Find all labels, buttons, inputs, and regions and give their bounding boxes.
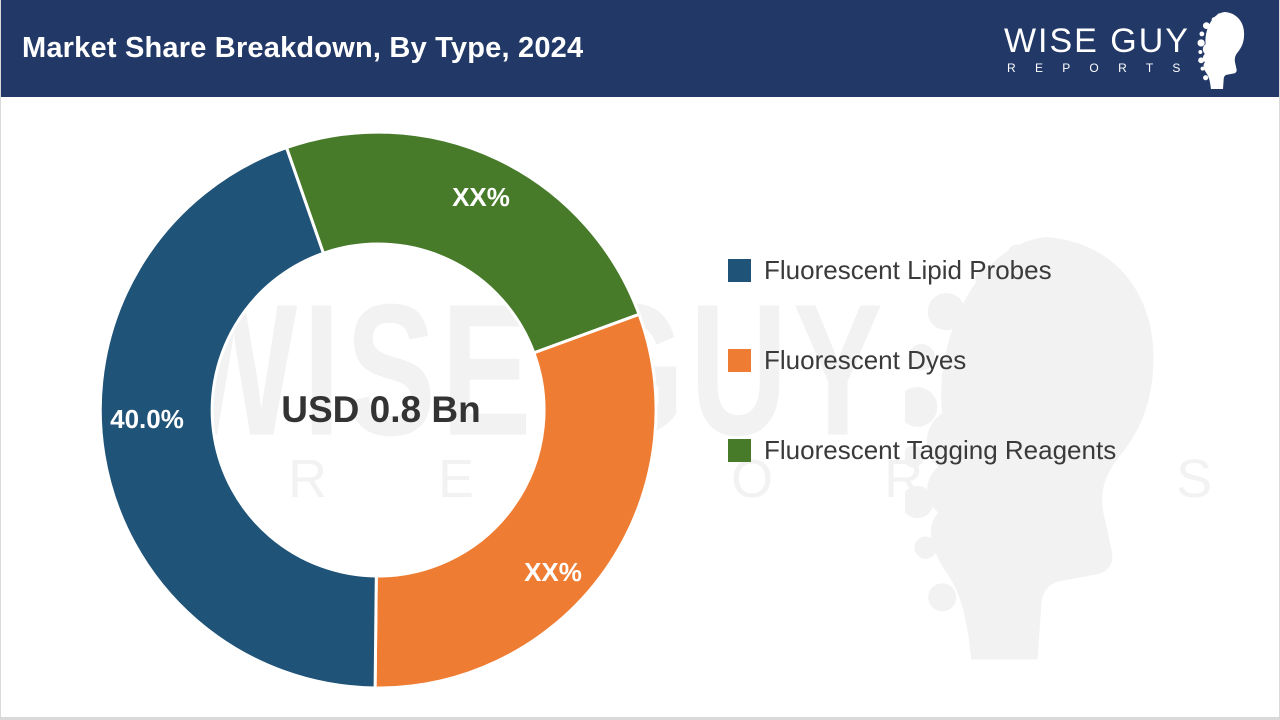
legend-label: Fluorescent Lipid Probes <box>764 255 1052 285</box>
brand-name: WISE GUY <box>1003 21 1190 60</box>
legend-swatch-orange-icon <box>728 348 751 372</box>
legend-label: Fluorescent Dyes <box>764 345 967 375</box>
legend-item-dyes: Fluorescent Dyes <box>728 347 1116 373</box>
watermark-face-icon <box>905 237 1154 660</box>
brand-logo: WISE GUY R E P O R T S <box>1004 9 1254 89</box>
header: Market Share Breakdown, By Type, 2024 WI… <box>0 0 1280 97</box>
segment-value-lipid-probes: 40.0% <box>110 404 184 434</box>
brand-face-icon <box>1197 11 1245 89</box>
segment-value-tagging-reagents: XX% <box>452 182 510 212</box>
legend-label: Fluorescent Tagging Reagents <box>764 435 1117 465</box>
chart-legend: Fluorescent Lipid Probes Fluorescent Dye… <box>728 257 1116 463</box>
legend-swatch-green-icon <box>728 438 751 462</box>
brand-wordmark: WISE GUY R E P O R T S <box>1004 24 1190 74</box>
legend-item-tagging-reagents: Fluorescent Tagging Reagents <box>728 437 1116 463</box>
brand-subtitle: R E P O R T S <box>1006 60 1189 75</box>
donut-segment-dyes <box>373 312 658 690</box>
legend-swatch-blue-icon <box>728 258 751 282</box>
segment-value-dyes: XX% <box>524 557 582 587</box>
page-title: Market Share Breakdown, By Type, 2024 <box>22 32 584 64</box>
donut-segment-lipid-probes <box>98 145 378 690</box>
donut-center-value: USD 0.8 Bn <box>281 389 480 430</box>
donut-segment-tagging-reagents <box>284 130 642 355</box>
legend-item-lipid-probes: Fluorescent Lipid Probes <box>728 257 1116 283</box>
